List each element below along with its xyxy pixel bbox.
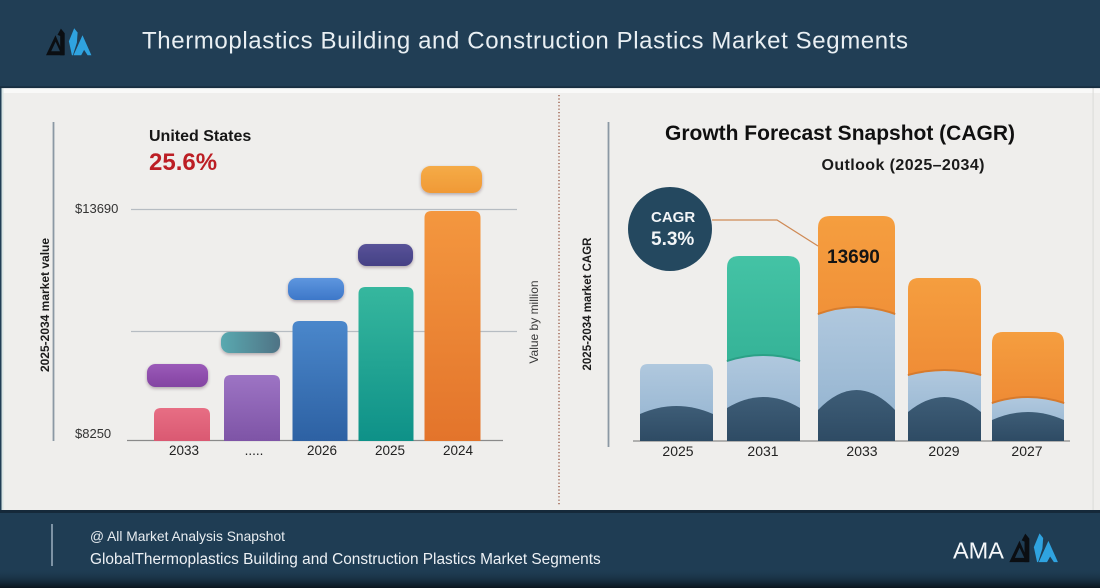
svg-text:Outlook (2025–2034): Outlook (2025–2034) [822,157,985,174]
svg-text:$13690: $13690 [75,201,118,216]
svg-text:2033: 2033 [169,443,199,458]
svg-text:2029: 2029 [928,443,959,459]
svg-text:2025: 2025 [662,443,693,459]
svg-text:$8250: $8250 [75,426,111,441]
svg-text:AMA: AMA [953,538,1004,564]
svg-text:25.6%: 25.6% [149,149,217,176]
svg-text:Thermoplastics Building and Co: Thermoplastics Building and Construction… [142,28,908,55]
svg-text:.....: ..... [245,443,264,458]
svg-text:GlobalThermoplastics Building: GlobalThermoplastics Building and Constr… [90,551,601,568]
svg-text:2027: 2027 [1011,443,1042,459]
svg-text:2024: 2024 [443,443,474,458]
svg-text:@ All Market Analysis Snapshot: @ All Market Analysis Snapshot [90,529,285,544]
svg-text:2031: 2031 [747,443,778,459]
svg-text:13690: 13690 [827,247,880,268]
svg-text:2026: 2026 [307,443,337,458]
svg-text:2025: 2025 [375,443,405,458]
svg-text:Value by million: Value by million [527,280,541,363]
svg-text:2025-2034 market value: 2025-2034 market value [38,238,52,372]
svg-text:United States: United States [149,128,251,145]
svg-text:2033: 2033 [846,443,877,459]
svg-text:CAGR: CAGR [651,209,695,226]
svg-text:5.3%: 5.3% [651,229,694,250]
svg-text:2025-2034 market CAGR: 2025-2034 market CAGR [582,237,594,371]
svg-text:Growth Forecast Snapshot (CAGR: Growth Forecast Snapshot (CAGR) [665,122,1015,145]
